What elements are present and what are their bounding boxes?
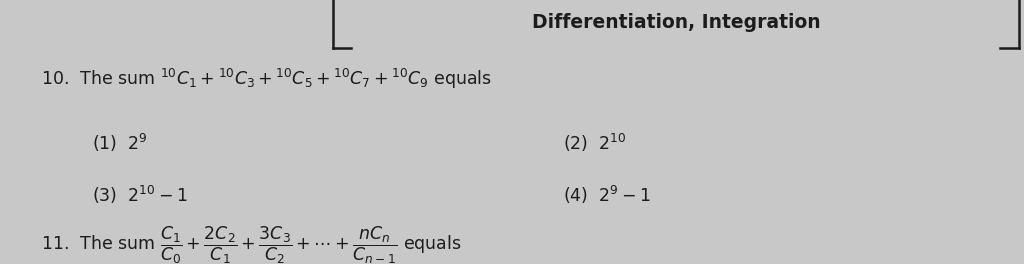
Text: (1)  $2^9$: (1) $2^9$ <box>92 131 147 154</box>
Text: Differentiation, Integration: Differentiation, Integration <box>531 13 820 32</box>
Text: 11.  The sum $\dfrac{C_1}{C_0}+\dfrac{2C_2}{C_1}+\dfrac{3C_3}{C_2}+\cdots+\dfrac: 11. The sum $\dfrac{C_1}{C_0}+\dfrac{2C_… <box>41 225 462 264</box>
Text: (3)  $2^{10}-1$: (3) $2^{10}-1$ <box>92 184 187 206</box>
Text: (2)  $2^{10}$: (2) $2^{10}$ <box>563 131 627 154</box>
Text: (4)  $2^9-1$: (4) $2^9-1$ <box>563 184 651 206</box>
Text: 10.  The sum ${}^{10}C_1+{}^{10}C_3+{}^{10}C_5+{}^{10}C_7+{}^{10}C_9$ equals: 10. The sum ${}^{10}C_1+{}^{10}C_3+{}^{1… <box>41 67 492 91</box>
